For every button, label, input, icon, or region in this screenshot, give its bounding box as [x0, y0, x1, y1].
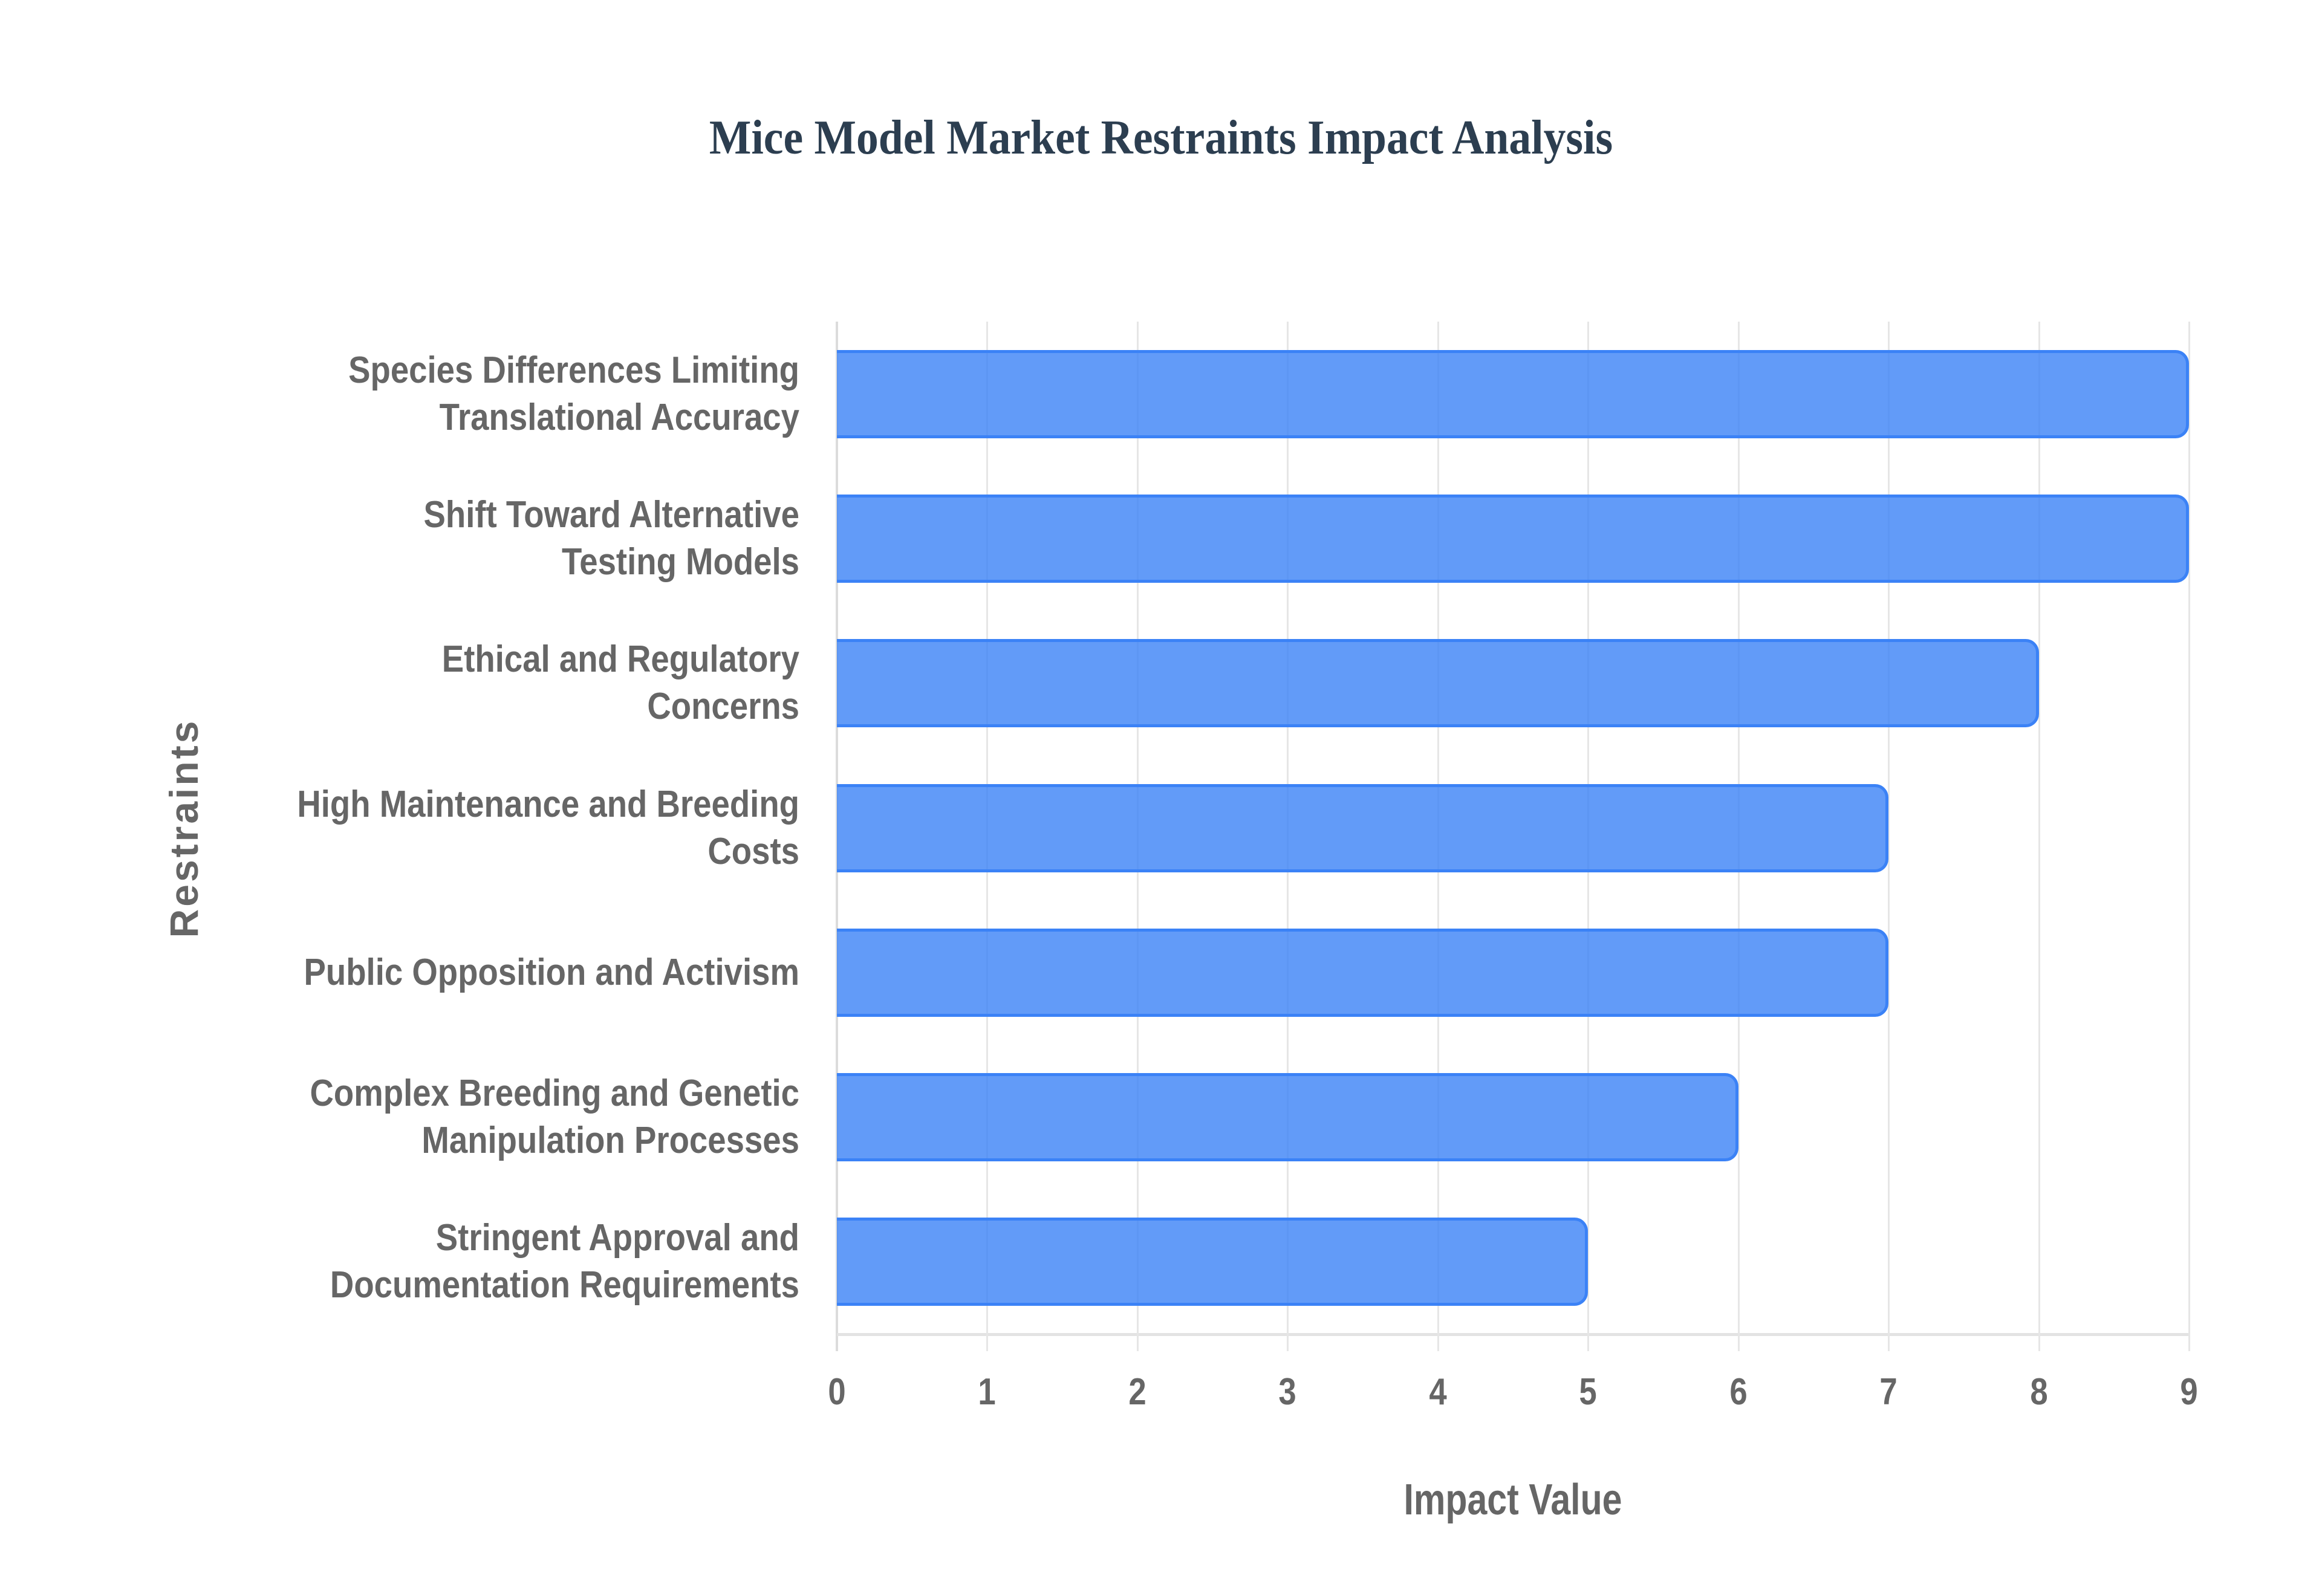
- label-line: Species Differences Limiting: [348, 349, 799, 391]
- label-line: High Maintenance and Breeding: [297, 783, 799, 825]
- x-axis-line: [837, 1333, 2189, 1336]
- bar[interactable]: [837, 494, 2189, 583]
- y-axis-category-label: Shift Toward Alternative Testing Models: [214, 491, 799, 586]
- x-tick-label: 7: [1879, 1371, 1898, 1413]
- y-axis-category-label: Ethical and Regulatory Concerns: [214, 636, 799, 730]
- x-tick-label: 3: [1278, 1371, 1296, 1413]
- y-axis-category-label: Public Opposition and Activism: [214, 949, 800, 996]
- y-axis-category-label: Complex Breeding and Genetic Manipulation…: [214, 1070, 799, 1164]
- gridline: [2038, 322, 2040, 1351]
- bar[interactable]: [837, 1073, 1738, 1162]
- label-line: Shift Toward Alternative: [423, 493, 799, 536]
- label-line: Concerns: [647, 686, 799, 728]
- x-tick-label: 4: [1429, 1371, 1447, 1413]
- plot-area: [836, 322, 2190, 1351]
- bar[interactable]: [837, 783, 1889, 872]
- label-line: Stringent Approval and: [435, 1217, 799, 1259]
- x-tick-label: 8: [2029, 1371, 2048, 1413]
- y-axis-category-label: High Maintenance and Breeding Costs: [214, 781, 799, 875]
- x-tick-label: 2: [1128, 1371, 1146, 1413]
- x-axis-title: Impact Value: [1403, 1476, 1622, 1524]
- chart-title: Mice Model Market Restraints Impact Anal…: [709, 111, 1613, 164]
- y-axis-category-label: Species Differences Limiting Translationa…: [214, 347, 799, 441]
- gridline: [2188, 322, 2190, 1351]
- gridline: [1888, 322, 1890, 1351]
- label-line: Complex Breeding and Genetic: [310, 1072, 799, 1115]
- label-line: Costs: [707, 830, 799, 872]
- label-line: Translational Accuracy: [439, 396, 799, 438]
- x-tick-label: 0: [828, 1371, 846, 1413]
- x-tick-label: 9: [2180, 1371, 2198, 1413]
- x-tick-label: 1: [978, 1371, 997, 1413]
- x-tick-label: 5: [1579, 1371, 1597, 1413]
- label-line: Ethical and Regulatory: [441, 638, 799, 681]
- y-axis-category-label: Stringent Approval and Documentation Requ…: [214, 1215, 799, 1309]
- x-tick-label: 6: [1729, 1371, 1748, 1413]
- label-line: Testing Models: [561, 540, 799, 583]
- y-axis-title: Restraints: [161, 718, 206, 938]
- bar[interactable]: [837, 349, 2189, 438]
- label-line: Documentation Requirements: [330, 1264, 799, 1306]
- bar[interactable]: [837, 639, 2039, 728]
- label-line: Manipulation Processes: [421, 1120, 799, 1162]
- label-line: Public Opposition and Activism: [304, 951, 800, 993]
- bar[interactable]: [837, 928, 1889, 1017]
- bar[interactable]: [837, 1218, 1589, 1306]
